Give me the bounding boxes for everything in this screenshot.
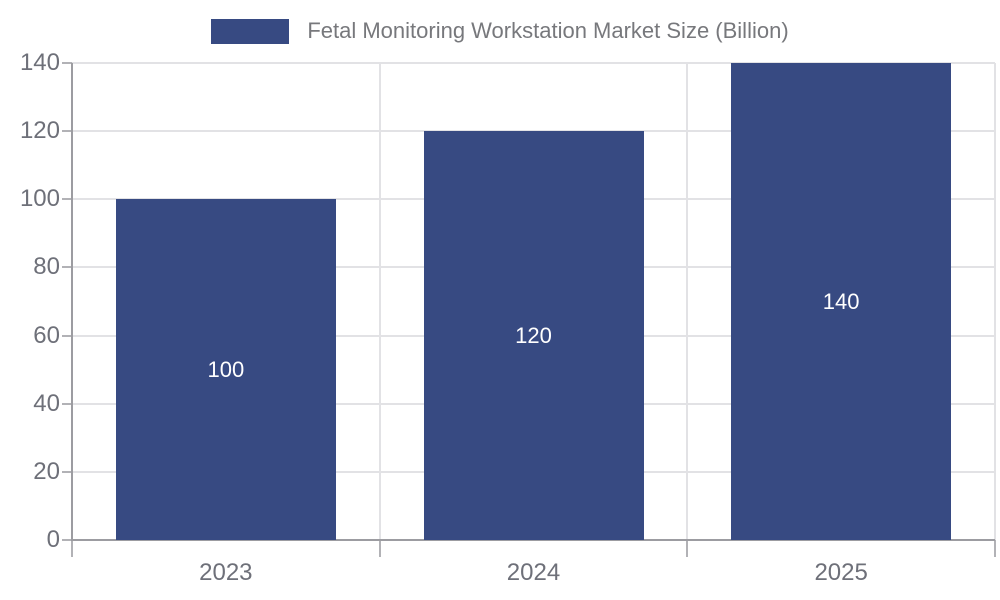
bar-value-label: 100: [207, 356, 245, 382]
y-axis-tick: [62, 334, 72, 337]
x-axis-tick: [378, 540, 381, 557]
bar: [115, 199, 336, 540]
y-axis-tick: [62, 470, 72, 473]
x-axis-tick: [994, 540, 996, 557]
x-axis-tick-label: 2025: [814, 559, 868, 586]
y-axis-tick: [62, 130, 72, 133]
y-axis-tick: [62, 402, 72, 405]
gridline-vertical: [994, 63, 996, 540]
y-axis-tick: [62, 266, 72, 269]
gridline-horizontal: [72, 62, 995, 64]
gridline-vertical: [686, 63, 689, 540]
bar: [731, 63, 952, 540]
y-axis-tick-label: 100: [19, 185, 60, 213]
y-axis-tick-label: 60: [33, 321, 60, 349]
y-axis-tick: [62, 62, 72, 64]
y-axis-tick: [62, 198, 72, 201]
y-axis-tick-label: 20: [33, 457, 60, 485]
y-axis-tick-label: 140: [19, 49, 60, 76]
legend-label: Fetal Monitoring Workstation Market Size…: [307, 18, 789, 43]
y-axis-tick: [62, 539, 72, 541]
legend-swatch: [211, 18, 290, 44]
y-axis-line: [71, 63, 73, 540]
y-axis-tick-label: 80: [33, 253, 60, 281]
y-axis-tick-label: 120: [19, 117, 60, 145]
x-axis-tick-label: 2023: [199, 559, 253, 586]
bar-value-label: 140: [822, 288, 860, 314]
x-axis-line: [71, 539, 995, 541]
y-axis-tick-label: 40: [33, 389, 60, 417]
bar-value-label: 120: [515, 322, 552, 348]
x-axis-tick: [686, 540, 689, 557]
y-axis-tick-label: 0: [46, 526, 60, 553]
chart-legend[interactable]: Fetal Monitoring Workstation Market Size…: [0, 16, 1000, 46]
x-axis-tick-label: 2024: [506, 559, 561, 586]
gridline-vertical: [378, 63, 381, 540]
bar: [423, 131, 644, 540]
x-axis-tick: [71, 540, 73, 557]
